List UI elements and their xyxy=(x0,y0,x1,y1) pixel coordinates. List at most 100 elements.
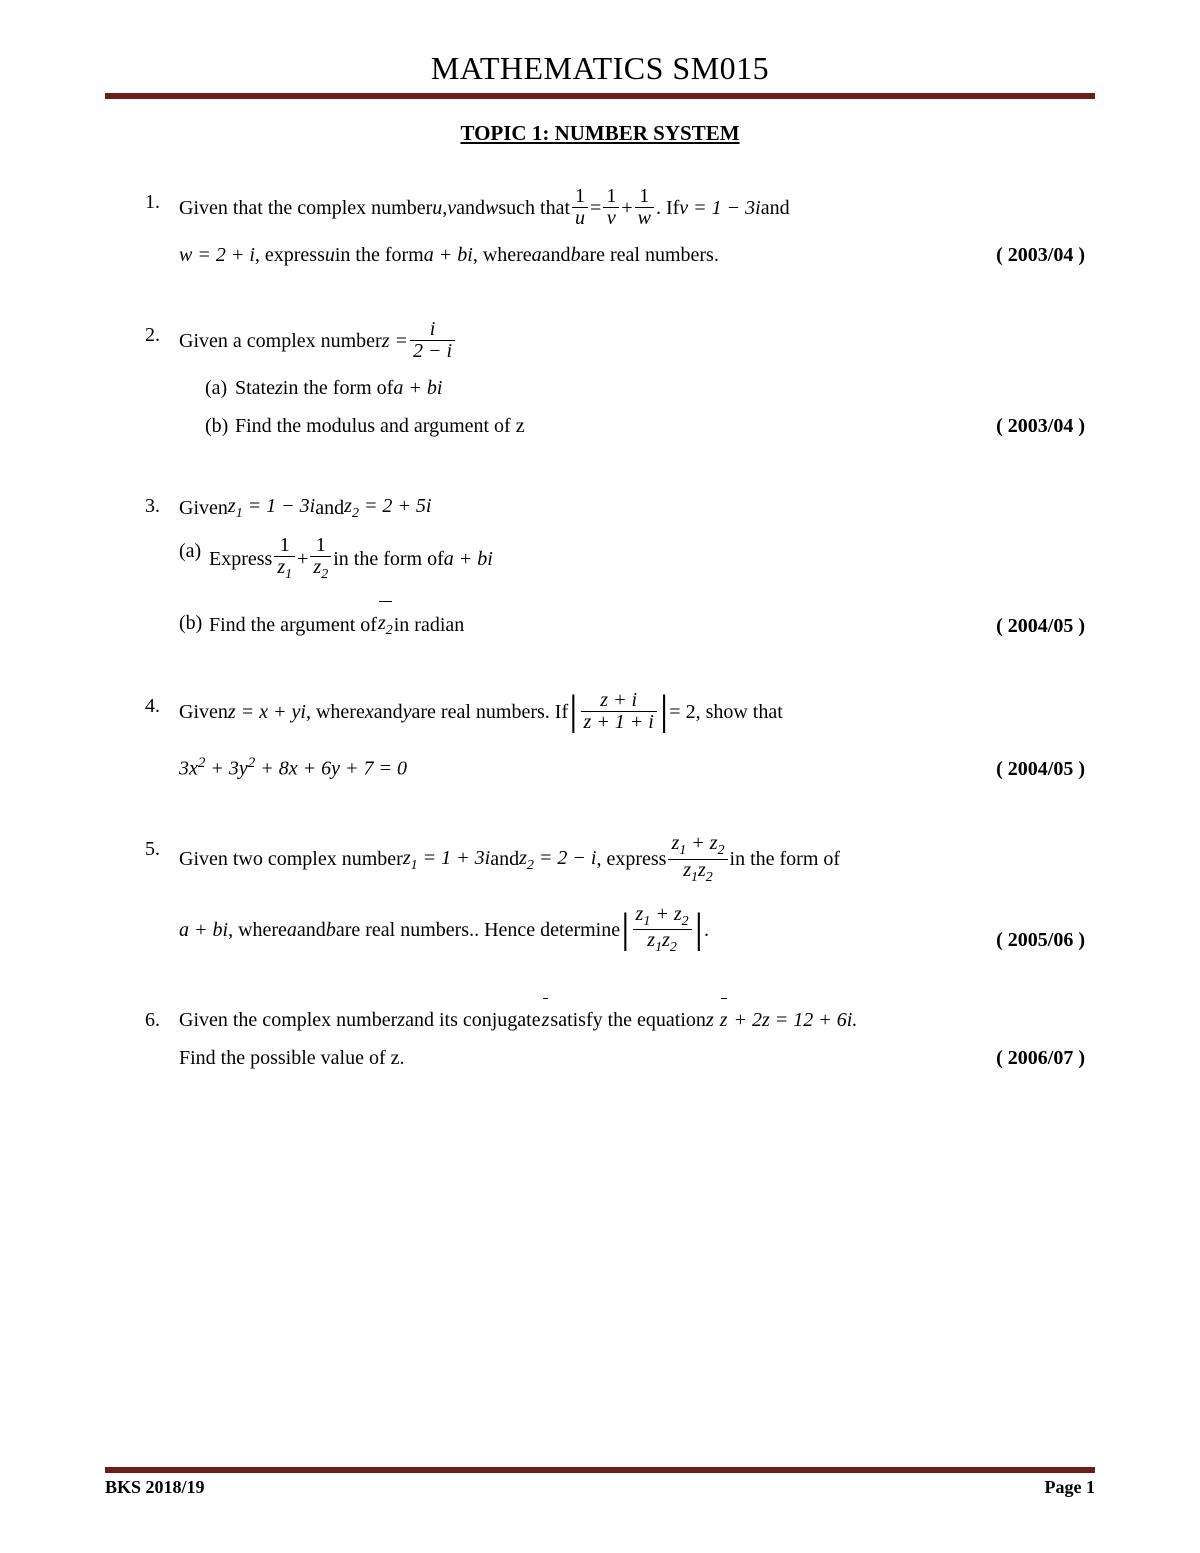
question-3: 3. Given z1 = 1 − 3i and z2 = 2 + 5i (a)… xyxy=(145,490,1085,642)
q1-abi: a + bi xyxy=(424,239,473,271)
q4-abs: | z + i z + 1 + i | xyxy=(568,690,669,733)
z: z xyxy=(403,847,411,869)
t: = 2 xyxy=(669,696,695,728)
q1-text: , where xyxy=(473,239,532,271)
frac-num: 1 xyxy=(603,186,619,208)
q4-body: Given z = x + yi , where x and y are rea… xyxy=(179,690,1085,785)
q1-var-u: u xyxy=(432,192,442,224)
frac-num: z + i xyxy=(581,690,657,712)
frac-num: 1 xyxy=(572,186,588,208)
q6-line1: Given the complex number z and its conju… xyxy=(179,1004,1085,1036)
q1-text: and xyxy=(542,239,571,271)
q2a-body: State z in the form of a + bi xyxy=(235,372,1085,404)
q2-part-a: (a) State z in the form of a + bi xyxy=(205,372,1085,404)
z: z xyxy=(647,929,655,951)
footer-right: Page 1 xyxy=(1045,1477,1095,1498)
q5-frac1: z1 + z2 z1z2 xyxy=(668,833,727,885)
q1-frac-1: 1 u xyxy=(572,186,588,229)
q1-frac-2: 1 v xyxy=(603,186,619,229)
page-title: MATHEMATICS SM015 xyxy=(105,50,1095,87)
q3-text: and xyxy=(315,492,344,524)
q1-line2: w = 2 + i , express u in the form a + bi… xyxy=(179,239,1085,271)
q6-number: 6. xyxy=(145,1004,179,1074)
t: in the form of xyxy=(730,843,841,875)
frac-den: z1z2 xyxy=(633,930,692,956)
q5-line2-text: a + bi , where a and b are real numbers.… xyxy=(179,904,709,956)
q2-z: z = xyxy=(382,325,408,357)
frac-num: z1 + z2 xyxy=(668,833,727,860)
abs-bar: | xyxy=(568,693,578,731)
frac-num: 1 xyxy=(310,535,331,557)
q5-body: Given two complex number z1 = 1 + 3i and… xyxy=(179,833,1085,956)
s: 1 xyxy=(411,858,418,873)
s: 1 xyxy=(691,870,698,885)
q4-year: ( 2004/05 ) xyxy=(976,753,1085,785)
page: MATHEMATICS SM015 TOPIC 1: NUMBER SYSTEM… xyxy=(0,0,1200,1553)
z: z xyxy=(228,495,236,517)
abs-bar: | xyxy=(694,911,704,949)
q1-var-a: a xyxy=(532,239,542,271)
frac-den: w xyxy=(635,208,654,229)
z: z xyxy=(674,903,682,925)
q3a-plus: + xyxy=(297,543,308,575)
t: . xyxy=(704,914,709,946)
q1-text: , express xyxy=(255,239,325,271)
q4-line2: 3x2 + 3y2 + 8x + 6y + 7 = 0 ( 2004/05 ) xyxy=(179,751,1085,785)
q5-number: 5. xyxy=(145,833,179,956)
frac-den: z2 xyxy=(310,557,331,583)
t: , where xyxy=(228,914,287,946)
q2b-text: Find the modulus and argument of z xyxy=(235,410,525,442)
q1-w-eq: w = 2 + i xyxy=(179,239,255,271)
q2-body: Given a complex number z = i 2 − i (a) S… xyxy=(179,319,1085,442)
q5-line2: a + bi , where a and b are real numbers.… xyxy=(179,904,1085,956)
x: x xyxy=(365,696,374,728)
t: and xyxy=(374,696,403,728)
footer-left: BKS 2018/19 xyxy=(105,1477,205,1498)
frac-den: u xyxy=(572,208,588,229)
q2b-body: Find the modulus and argument of z ( 200… xyxy=(235,410,1085,442)
q3-text: Given xyxy=(179,492,228,524)
z: z xyxy=(662,929,670,951)
t: , show that xyxy=(696,696,783,728)
sub: 2 xyxy=(386,623,393,638)
q1-number: 1. xyxy=(145,186,179,271)
frac-num: 1 xyxy=(274,535,295,557)
q5-abs: | z1 + z2 z1z2 | xyxy=(620,904,704,956)
header-rule xyxy=(105,93,1095,99)
q2a-label: (a) xyxy=(205,372,235,404)
eq: = 1 − 3i xyxy=(243,495,316,517)
frac-num: i xyxy=(410,319,455,341)
sub: 2 xyxy=(321,567,328,582)
q1-var-v: v xyxy=(447,192,456,224)
q6-line2: Find the possible value of z. ( 2006/07 … xyxy=(179,1042,1085,1074)
q2-year: ( 2003/04 ) xyxy=(976,410,1085,442)
abs-bar: | xyxy=(659,693,669,731)
q3-year: ( 2004/05 ) xyxy=(976,610,1085,642)
q1-text: such that xyxy=(498,192,570,224)
q1-frac-3: 1 w xyxy=(635,186,654,229)
q3-line1: Given z1 = 1 − 3i and z2 = 2 + 5i xyxy=(179,490,1085,525)
q1-text: Given that the complex number xyxy=(179,192,432,224)
q4-line1: Given z = x + yi , where x and y are rea… xyxy=(179,690,1085,733)
t: and xyxy=(490,843,519,875)
t: + 8x + 6y + 7 = 0 xyxy=(255,758,407,780)
e: = 1 + 3i xyxy=(418,847,491,869)
q4-zeq: z = x + yi xyxy=(228,696,306,728)
zbar: z xyxy=(541,1004,551,1036)
t: 3x xyxy=(179,758,198,780)
q3-part-b: (b) Find the argument of z2 in radian ( … xyxy=(179,607,1085,642)
q1-text: = xyxy=(590,192,601,224)
q6-eq: z z + 2z = 12 + 6i. xyxy=(706,1004,857,1036)
q4-frac: z + i z + 1 + i xyxy=(581,690,657,733)
t: , express xyxy=(596,843,666,875)
q3a-frac2: 1 z2 xyxy=(310,535,331,583)
t: + 2z = 12 + 6i. xyxy=(729,1009,858,1031)
topic-title: TOPIC 1: NUMBER SYSTEM xyxy=(105,121,1095,146)
q3b-label: (b) xyxy=(179,607,209,642)
s: 2 xyxy=(706,870,713,885)
z: z xyxy=(277,556,285,578)
zbar: z xyxy=(719,1004,729,1036)
q2a-text: State xyxy=(235,372,275,404)
s: 2 xyxy=(718,843,725,858)
z: z xyxy=(378,612,386,634)
